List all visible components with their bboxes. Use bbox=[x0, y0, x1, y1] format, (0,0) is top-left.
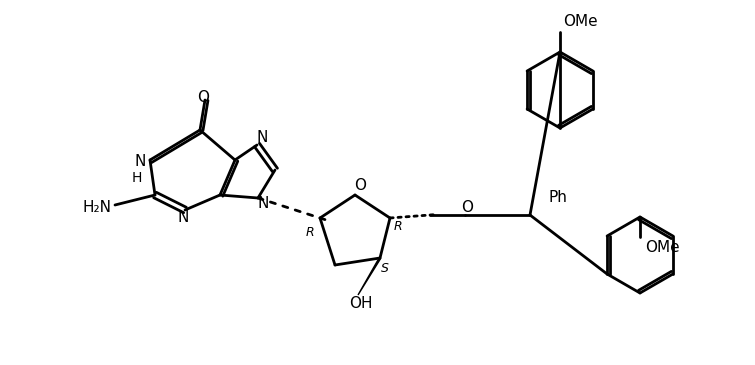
Text: N: N bbox=[256, 130, 268, 145]
Text: OMe: OMe bbox=[645, 239, 680, 254]
Text: S: S bbox=[381, 261, 389, 274]
Text: H₂N: H₂N bbox=[82, 200, 112, 215]
Text: Ph: Ph bbox=[549, 189, 568, 204]
Text: OMe: OMe bbox=[562, 15, 597, 30]
Text: N: N bbox=[134, 154, 146, 169]
Text: N: N bbox=[177, 211, 189, 226]
Text: O: O bbox=[461, 200, 473, 215]
Text: O: O bbox=[197, 89, 209, 104]
Text: O: O bbox=[354, 177, 366, 192]
Text: H: H bbox=[132, 171, 142, 185]
Text: R: R bbox=[393, 219, 402, 233]
Polygon shape bbox=[358, 258, 381, 295]
Text: N: N bbox=[257, 196, 269, 211]
Text: OH: OH bbox=[350, 296, 373, 311]
Text: R: R bbox=[306, 226, 314, 238]
